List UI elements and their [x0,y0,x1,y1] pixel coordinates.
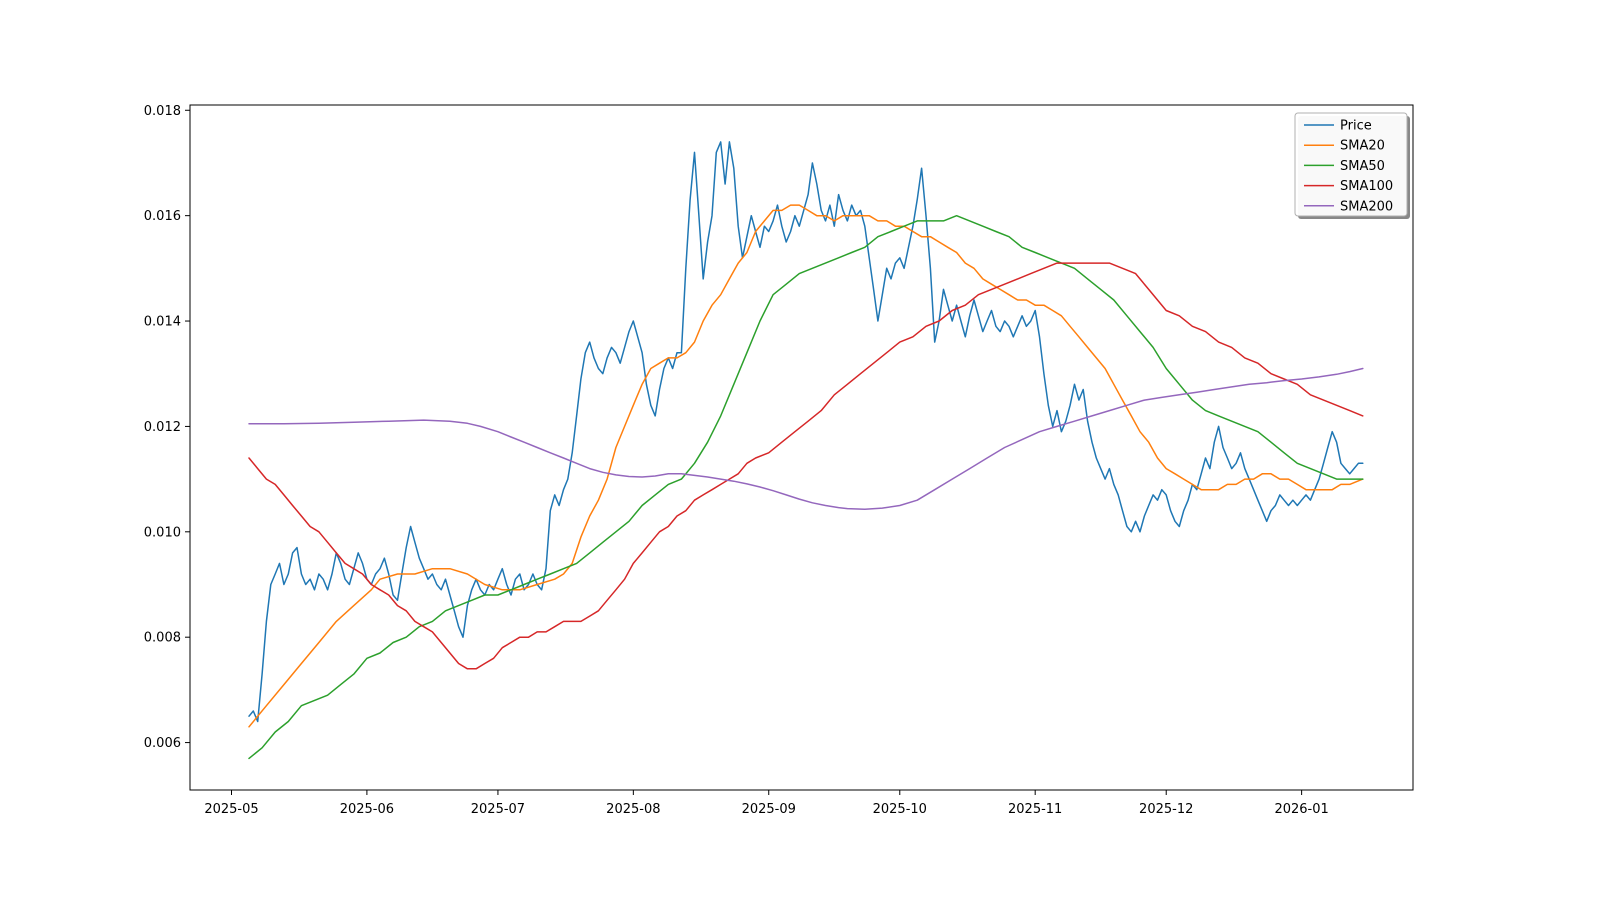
y-tick-label: 0.008 [144,631,181,646]
y-tick-label: 0.012 [144,420,181,435]
series-line-sma100 [248,262,1364,670]
x-tick-label: 2026-01 [1274,802,1328,817]
series-line-sma200 [248,367,1364,510]
legend-label-sma200: SMA200 [1340,199,1393,214]
legend-box [1294,112,1408,217]
y-tick-label: 0.010 [144,525,181,540]
x-tick-label: 2025-10 [873,802,927,817]
x-tick-label: 2025-11 [1008,802,1062,817]
series-line-sma20 [248,204,1364,728]
x-tick-label: 2025-09 [742,802,796,817]
y-tick-label: 0.006 [144,736,181,751]
x-tick-label: 2025-12 [1139,802,1193,817]
series-line-price [248,141,1364,723]
x-tick-label: 2025-05 [204,802,258,817]
x-tick-label: 2025-08 [606,802,660,817]
x-tick-label: 2025-07 [471,802,525,817]
series-line-sma50 [248,214,1364,760]
legend-label-sma100: SMA100 [1340,179,1393,194]
x-tick-label: 2025-06 [340,802,394,817]
legend-label-sma50: SMA50 [1340,159,1385,174]
legend-label-price: Price [1340,119,1372,134]
y-tick-label: 0.014 [144,315,181,330]
plot-border [189,104,1414,791]
legend-label-sma20: SMA20 [1340,139,1385,154]
y-tick-label: 0.016 [144,209,181,224]
y-tick-label: 0.018 [144,104,181,119]
